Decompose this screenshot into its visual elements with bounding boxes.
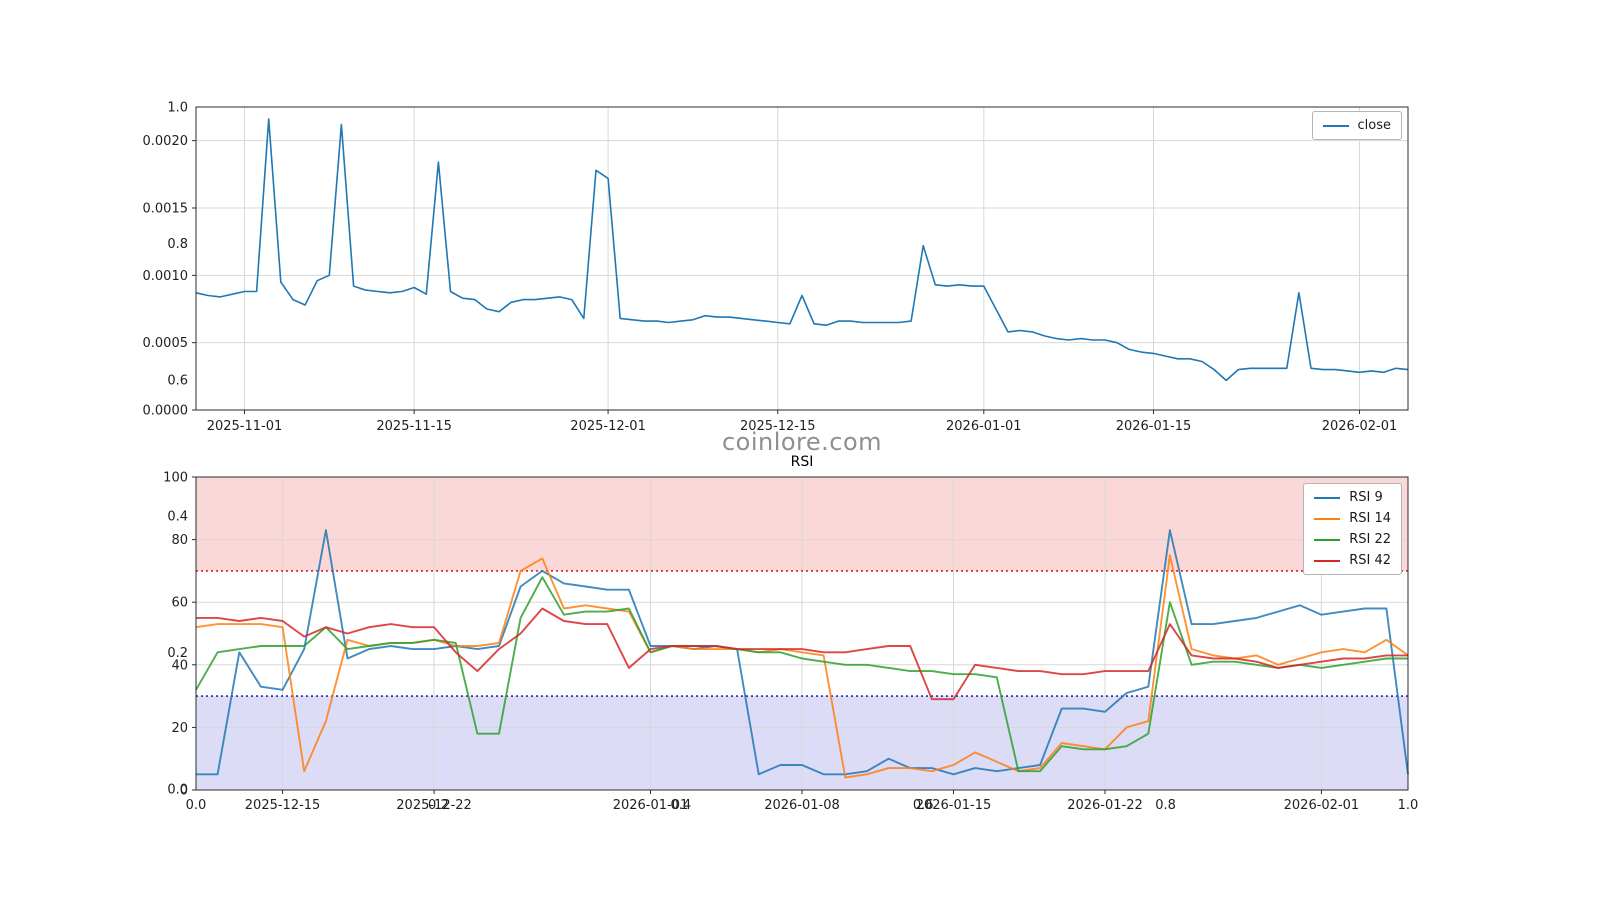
price-x-tick-label: 2026-01-01 — [946, 419, 1022, 434]
price-x-tick-label: 2026-02-01 — [1322, 419, 1398, 434]
price-x-tick-label: 2025-12-01 — [570, 419, 646, 434]
rsi-x-tick-label: 2026-01-15 — [916, 798, 992, 813]
legend-label-rsi9: RSI 9 — [1349, 490, 1383, 505]
twin-y-tick-label: 0.0 — [167, 783, 188, 798]
rsi22-line-swatch — [1314, 538, 1341, 541]
rsi-legend: RSI 9 RSI 14 RSI 22 RSI 42 — [1303, 483, 1402, 575]
price-y-tick-label: 0.0005 — [143, 336, 189, 351]
rsi-x-tick-label: 2026-01-22 — [1067, 798, 1143, 813]
rsi-x-tick-label: 2026-01-01 — [613, 798, 689, 813]
rsi-42-line — [196, 607, 1408, 701]
rsi14-line-swatch — [1314, 517, 1341, 520]
close-line — [195, 118, 1409, 382]
twin-y-tick-label: 0.6 — [167, 373, 188, 388]
price-axes-frame — [195, 106, 1409, 411]
twin-x-tick-label: 0.8 — [1155, 798, 1176, 813]
rsi-y-tick-label: 20 — [171, 721, 188, 736]
price-x-tick-label: 2025-11-01 — [207, 419, 283, 434]
twin-x-tick-label: 0.4 — [670, 798, 691, 813]
legend-label-rsi14: RSI 14 — [1349, 511, 1391, 526]
rsi-9-line — [196, 529, 1409, 776]
price-x-tick-label: 2025-12-15 — [740, 419, 816, 434]
rsi-22-line — [195, 576, 1408, 773]
rsi-x-tick-label: 2026-02-01 — [1284, 798, 1360, 813]
rsi-x-tick-label: 2025-12-15 — [245, 798, 321, 813]
twin-y-tick-label: 0.8 — [167, 237, 188, 252]
rsi9-line-swatch — [1314, 496, 1341, 499]
price-y-tick-label: 0.0015 — [143, 202, 189, 217]
price-y-tick-label: 0.0010 — [143, 269, 189, 284]
price-y-tick-label: 0.0000 — [143, 404, 189, 419]
price-y-tick-label: 0.0020 — [143, 134, 189, 149]
rsi-y-tick-label: 80 — [171, 533, 188, 548]
twin-x-tick-label: 0.2 — [428, 798, 449, 813]
legend-item-rsi14: RSI 14 — [1314, 508, 1391, 529]
rsi-y-tick-label: 40 — [171, 658, 188, 673]
legend-item-rsi42: RSI 42 — [1314, 550, 1391, 571]
legend-item-rsi22: RSI 22 — [1314, 529, 1391, 550]
legend-item-rsi9: RSI 9 — [1314, 487, 1391, 508]
legend-label-close: close — [1357, 118, 1391, 133]
twin-y-tick-label: 0.4 — [167, 510, 188, 525]
price-x-tick-label: 2026-01-15 — [1116, 419, 1192, 434]
rsi-x-tick-label: 2025-12-22 — [396, 798, 472, 813]
legend-label-rsi22: RSI 22 — [1349, 532, 1391, 547]
legend-item-close: close — [1322, 115, 1391, 136]
price-legend: close — [1311, 111, 1402, 140]
rsi-subplot-title: RSI — [790, 454, 814, 470]
twin-y-tick-label: 1.0 — [167, 101, 188, 116]
rsi42-line-swatch — [1314, 559, 1341, 562]
rsi-y-tick-label: 0 — [180, 784, 188, 799]
price-x-tick-label: 2025-11-15 — [376, 419, 452, 434]
twin-x-tick-label: 1.0 — [1398, 798, 1419, 813]
close-line-swatch — [1322, 124, 1349, 127]
rsi-x-tick-label: 2026-01-08 — [764, 798, 840, 813]
rsi-chart: 2025-12-15 2025-12-22 2026-01-01 2026-01-08… — [163, 471, 1418, 814]
rsi-y-tick-label: 100 — [163, 471, 188, 486]
watermark: coinlore.com — [721, 428, 883, 456]
legend-label-rsi42: RSI 42 — [1349, 553, 1391, 568]
rsi-y-tick-label: 60 — [171, 596, 188, 611]
twin-y-tick-label: 0.2 — [167, 646, 188, 661]
price-chart: 2025-11-01 2025-11-15 2025-12-01 2025-12-15… — [143, 101, 1409, 798]
twin-x-tick-label: 0.6 — [913, 798, 934, 813]
twin-x-tick-label: 0.0 — [186, 798, 207, 813]
